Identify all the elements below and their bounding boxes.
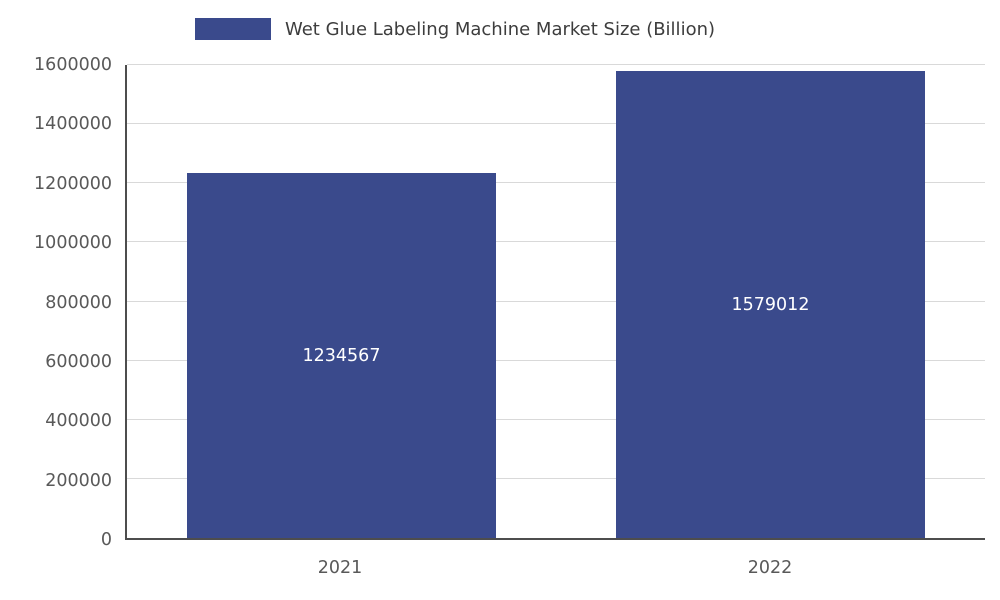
- x-tick-label: 2021: [317, 558, 363, 578]
- gridline: [127, 182, 985, 184]
- y-tick-label: 1200000: [34, 173, 112, 194]
- gridline: [127, 359, 985, 361]
- bar-2022: 1579012: [616, 71, 925, 538]
- gridline: [127, 477, 985, 479]
- y-tick-label: 400000: [45, 411, 112, 432]
- y-tick-label: 1000000: [34, 233, 112, 254]
- y-tick-label: 1400000: [34, 114, 112, 135]
- gridline: [127, 241, 985, 243]
- gridline: [127, 300, 985, 302]
- gridline: [127, 123, 985, 125]
- chart-title: Wet Glue Labeling Machine Market Size (B…: [284, 18, 716, 40]
- gridline: [127, 418, 985, 420]
- y-tick-label: 1600000: [34, 55, 112, 75]
- y-axis: 0 200000 400000 600000 800000 1000000 1200000 1…: [0, 55, 112, 550]
- bar-2021: 1234567: [187, 173, 496, 538]
- legend-swatch: [194, 18, 271, 40]
- legend: Wet Glue Labeling Machine Market Size (B…: [0, 18, 910, 40]
- bar-value-label: 1234567: [302, 345, 381, 366]
- bar-value-label: 1579012: [731, 294, 810, 315]
- bar-slot: 1579012: [556, 65, 985, 538]
- x-axis: 2021 2022: [125, 558, 985, 578]
- y-tick-label: 800000: [45, 292, 112, 313]
- y-tick-label: 0: [100, 530, 112, 550]
- x-tick-label: 2022: [747, 558, 793, 578]
- bars: 1234567 1579012: [127, 65, 985, 538]
- y-tick-label: 200000: [45, 470, 112, 491]
- y-tick-label: 600000: [45, 351, 112, 372]
- bar-slot: 1234567: [127, 65, 556, 538]
- plot-area: 1234567 1579012: [125, 64, 985, 540]
- gridline: [127, 64, 985, 65]
